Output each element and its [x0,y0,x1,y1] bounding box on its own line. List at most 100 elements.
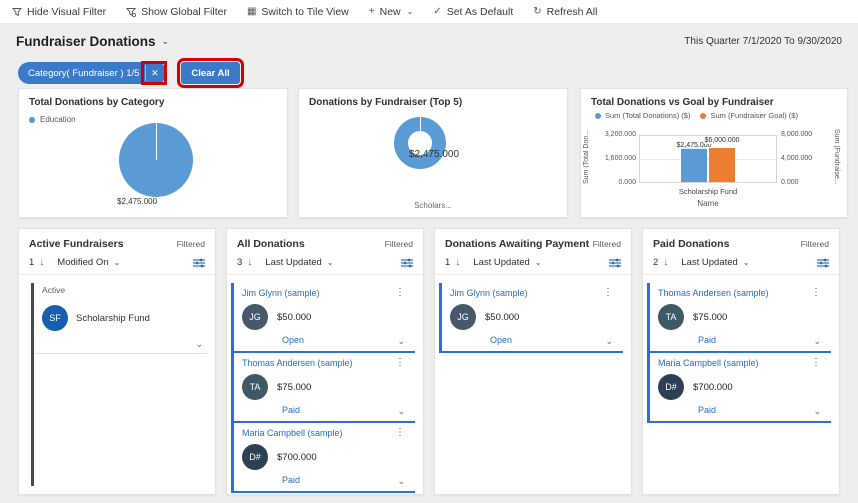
avatar: D# [658,374,684,400]
donation-card[interactable]: Maria Campbell (sample) ⋮ D# $700.000 Pa… [234,423,415,493]
chevron-down-icon[interactable]: ⌄ [397,406,405,416]
column-title: Paid Donations [653,238,730,250]
chevron-down-icon[interactable]: ⌄ [534,258,542,267]
donation-card[interactable]: Jim Glynn (sample) ⋮ JG $50.000 Open ⌄ [442,283,623,353]
refresh-all-button[interactable]: ↻ Refresh All [533,6,597,18]
chevron-down-icon[interactable]: ⌄ [605,336,613,346]
record-link[interactable]: Maria Campbell (sample) [658,358,759,368]
dashboard-selector[interactable]: Fundraiser Donations ⌄ [16,34,169,49]
sort-field-selector[interactable]: Modified On [57,257,109,268]
kanban-lane-active: Active SF Scholarship Fund ⌄ [31,283,207,486]
chevron-down-icon[interactable]: ⌄ [113,258,121,267]
legend-dot [29,116,35,123]
hide-visual-filter-label: Hide Visual Filter [27,5,107,18]
status-link[interactable]: Open [282,335,305,345]
donation-card[interactable]: Thomas Andersen (sample) ⋮ TA $75.000 Pa… [650,283,831,353]
donation-amount: $50.000 [277,311,312,323]
chevron-down-icon[interactable]: ⌄ [195,339,203,349]
show-global-filter-button[interactable]: Show Global Filter [126,6,227,18]
chevron-down-icon[interactable]: ⌄ [397,336,405,346]
chevron-down-icon[interactable]: ⌄ [742,258,750,267]
chart-title: Donations by Fundraiser (Top 5) [309,97,463,108]
avatar: TA [242,374,268,400]
column-title: All Donations [237,238,305,250]
donation-amount: $75.000 [277,381,312,393]
avatar: TA [658,304,684,330]
new-button[interactable]: + New ⌄ [369,6,414,18]
sort-direction-icon[interactable]: ↓ [663,257,669,268]
chevron-down-icon: ⌄ [406,7,414,16]
chevron-down-icon[interactable]: ⌄ [813,406,821,416]
legend-entry: Sum (Fundraiser Goal) ($) [700,111,798,120]
legend-label: Sum (Fundraiser Goal) ($) [710,111,798,120]
avatar: JG [242,304,268,330]
donation-card[interactable]: Thomas Andersen (sample) ⋮ TA $75.000 Pa… [234,353,415,423]
right-axis-tick: 0.000 [781,179,799,186]
bar-total-donations[interactable]: $2,475.000 [675,142,713,182]
status-link[interactable]: Open [490,335,513,345]
chevron-down-icon[interactable]: ⌄ [813,336,821,346]
donation-card[interactable]: Maria Campbell (sample) ⋮ D# $700.000 Pa… [650,353,831,423]
record-link[interactable]: Thomas Andersen (sample) [658,288,769,298]
command-bar: Hide Visual Filter Show Global Filter ▦ … [0,0,858,24]
fundraiser-card[interactable]: SF Scholarship Fund [34,299,207,331]
more-options-icon[interactable]: ⋮ [395,287,405,298]
sort-field-selector[interactable]: Last Updated [681,257,738,268]
board-settings-icon[interactable] [193,258,205,268]
status-link[interactable]: Paid [698,405,717,415]
left-axis-tick: 0.000 [618,179,636,186]
more-options-icon[interactable]: ⋮ [395,357,405,368]
bar-data-label: $6,000.000 [703,136,741,144]
donation-amount: $700.000 [277,451,317,463]
more-options-icon[interactable]: ⋮ [811,357,821,368]
donation-amount: $75.000 [693,311,728,323]
date-range-selector[interactable]: This Quarter 7/1/2020 To 9/30/2020 [684,35,842,47]
record-count: 2 [653,257,659,268]
record-link[interactable]: Jim Glynn (sample) [242,288,320,298]
bar-plot-area: $2,475.000 $6,000.000 [639,135,777,183]
board-settings-icon[interactable] [609,258,621,268]
pie-chart[interactable] [119,123,193,197]
sort-direction-icon[interactable]: ↓ [39,257,45,268]
chevron-down-icon[interactable]: ⌄ [397,476,405,486]
donut-chart[interactable] [394,117,446,169]
column-title: Donations Awaiting Payment [445,238,590,250]
chart-legend: Sum (Total Donations) ($) Sum (Fundraise… [595,111,798,120]
bar-fundraiser-goal[interactable]: $6,000.000 [703,136,741,182]
x-axis-title: Name [697,199,719,208]
more-options-icon[interactable]: ⋮ [811,287,821,298]
donation-card[interactable]: Jim Glynn (sample) ⋮ JG $50.000 Open ⌄ [234,283,415,353]
status-link[interactable]: Paid [282,475,301,485]
chart-donations-vs-goal: Total Donations vs Goal by Fundraiser Su… [580,88,848,218]
record-link[interactable]: Jim Glynn (sample) [450,288,528,298]
fundraiser-name[interactable]: Scholarship Fund [76,312,150,324]
sort-field-selector[interactable]: Last Updated [265,257,322,268]
left-axis-tick: 3,200.000 [604,131,636,138]
sort-direction-icon[interactable]: ↓ [455,257,461,268]
status-link[interactable]: Paid [698,335,717,345]
chevron-down-icon[interactable]: ⌄ [326,258,334,267]
more-options-icon[interactable]: ⋮ [395,427,405,438]
refresh-all-label: Refresh All [546,5,598,18]
board-settings-icon[interactable] [817,258,829,268]
chart-total-donations-by-category: Total Donations by Category Education $2… [18,88,288,218]
clear-all-button[interactable]: Clear All [177,58,244,88]
sort-direction-icon[interactable]: ↓ [247,257,253,268]
right-axis-title: Sum (Fundraise... [833,129,840,185]
switch-to-tile-view-label: Switch to Tile View [261,5,349,18]
switch-to-tile-view-button[interactable]: ▦ Switch to Tile View [247,6,349,18]
right-axis-tick: 8,000.000 [781,131,813,138]
status-link[interactable]: Paid [282,405,301,415]
board-settings-icon[interactable] [401,258,413,268]
record-link[interactable]: Maria Campbell (sample) [242,428,343,438]
sort-field-selector[interactable]: Last Updated [473,257,530,268]
filter-chip-close-icon[interactable]: ✕ [141,61,168,85]
set-as-default-button[interactable]: ✓ Set As Default [433,6,513,18]
more-options-icon[interactable]: ⋮ [603,287,613,298]
column-donations-awaiting-payment: Donations Awaiting Payment Filtered 1 ↓ … [434,228,632,495]
legend-label: Sum (Total Donations) ($) [605,111,691,120]
filter-chip[interactable]: Category( Fundraiser ) 1/5 ✕ [18,61,168,85]
hide-visual-filter-button[interactable]: Hide Visual Filter [12,6,106,18]
column-paid-donations: Paid Donations Filtered 2 ↓ Last Updated… [642,228,840,495]
record-link[interactable]: Thomas Andersen (sample) [242,358,353,368]
